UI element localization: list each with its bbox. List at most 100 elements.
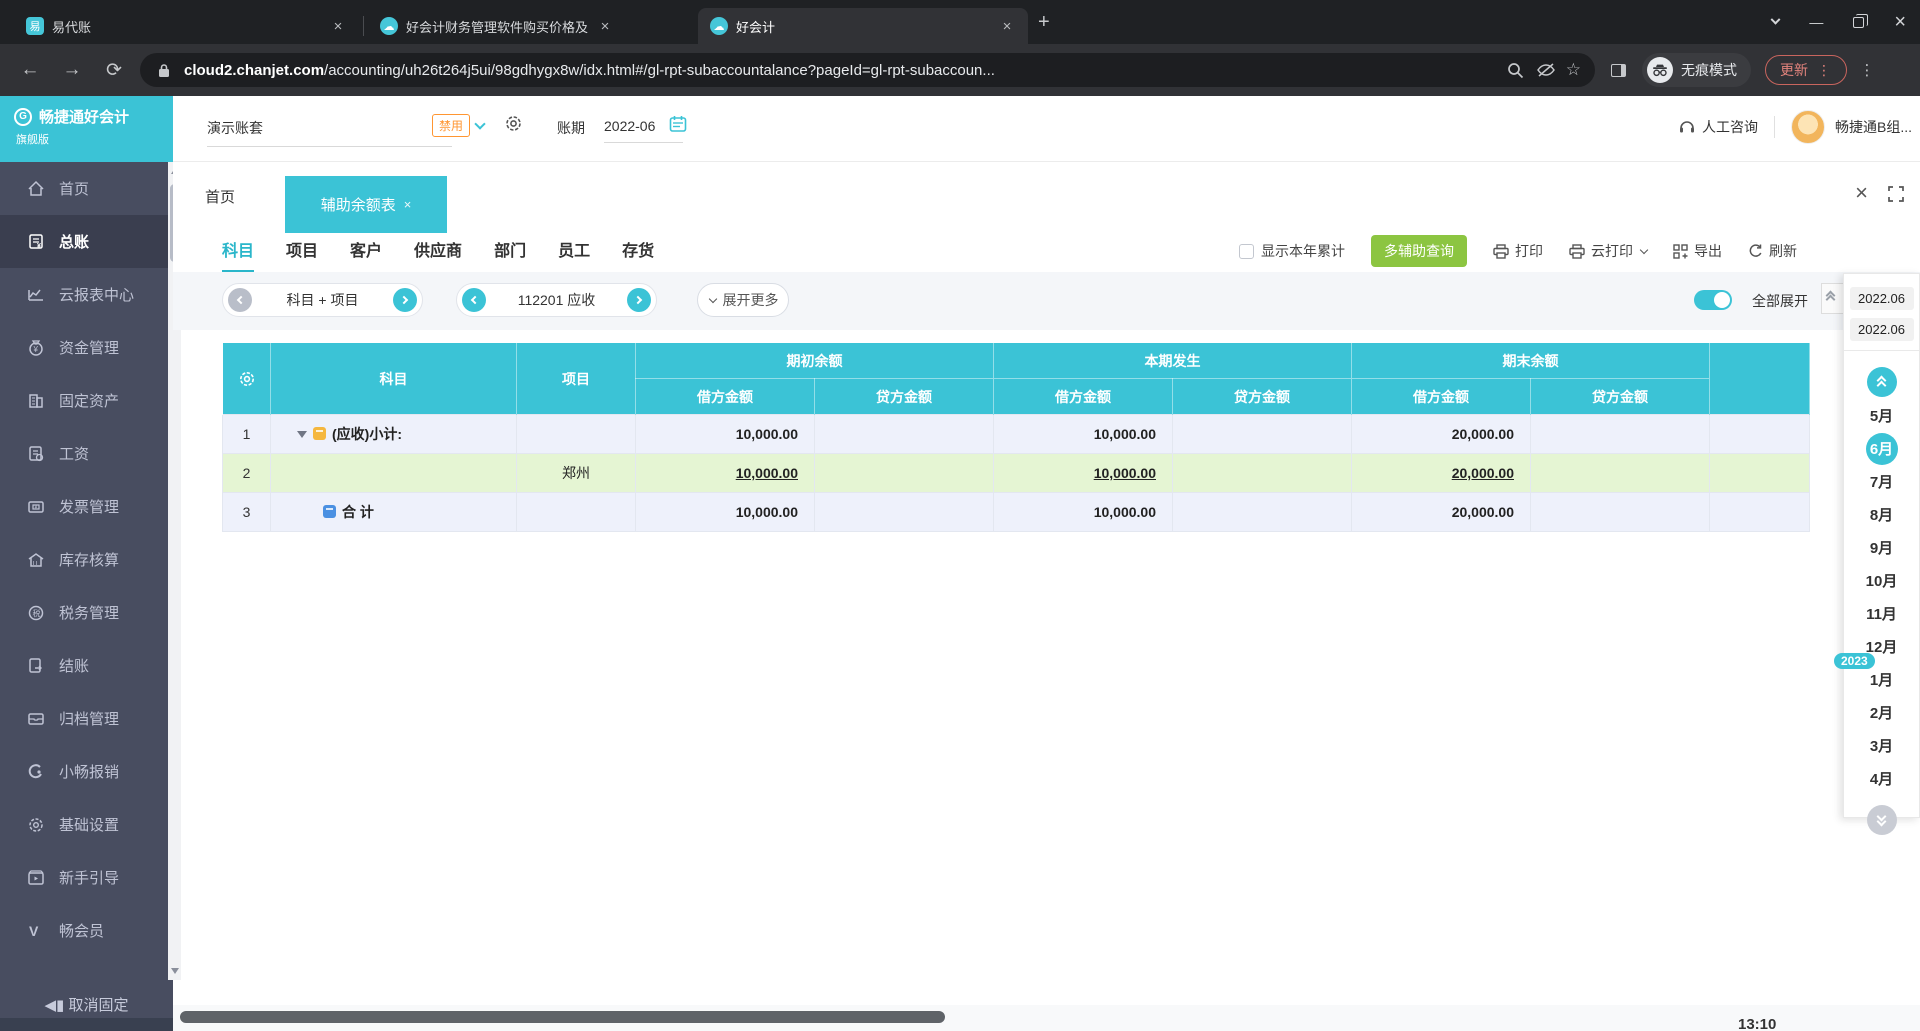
user-name[interactable]: 畅捷通B组...: [1834, 119, 1912, 135]
calendar-icon[interactable]: [669, 115, 687, 133]
view-tab-5[interactable]: 部门: [494, 243, 527, 260]
tab-close-icon[interactable]: ×: [1002, 17, 1012, 35]
month-item[interactable]: 6月: [1844, 432, 1919, 465]
export-button[interactable]: 导出: [1673, 241, 1722, 261]
avatar[interactable]: [1790, 110, 1825, 144]
amount-link[interactable]: 20,000.00: [1451, 465, 1514, 481]
tab-search-chevron-icon[interactable]: [1770, 14, 1781, 25]
browser-tab-2[interactable]: ☁ 好会计财务管理软件购买价格及 ×: [368, 8, 698, 44]
sidebar-item-general-ledger[interactable]: ¥ 总账: [0, 215, 173, 268]
account-dropdown-chevron-icon[interactable]: [474, 118, 486, 130]
zoom-search-icon[interactable]: [1506, 60, 1526, 80]
amount-cell[interactable]: 10,000.00: [993, 453, 1173, 493]
cloud-print-button[interactable]: 云打印: [1569, 241, 1649, 261]
chevron-right-icon[interactable]: [393, 288, 417, 312]
sidebar-item-member[interactable]: V 畅会员: [0, 904, 173, 957]
table-row[interactable]: 2 郑州 10,000.00 10,000.00 20,000.00: [222, 453, 1810, 493]
tab-report-active[interactable]: 辅助余额表 ×: [285, 176, 447, 233]
amount-link[interactable]: 10,000.00: [1093, 465, 1156, 481]
unpin-button[interactable]: ◀▮ 取消固定: [44, 997, 129, 1014]
sidebar-item-home[interactable]: 首页: [0, 162, 173, 215]
support-link[interactable]: 人工咨询: [1678, 117, 1758, 137]
horizontal-scroll-thumb[interactable]: [180, 1011, 945, 1023]
month-item[interactable]: 12月: [1844, 630, 1919, 663]
forward-button[interactable]: →: [62, 59, 82, 80]
view-tab-4[interactable]: 供应商: [414, 243, 463, 260]
view-tab-2[interactable]: 项目: [286, 243, 319, 260]
header-gear-icon[interactable]: [504, 114, 523, 133]
month-item[interactable]: 4月: [1844, 762, 1919, 795]
horizontal-scrollbar[interactable]: [173, 1005, 1920, 1031]
minimize-button[interactable]: —: [1809, 14, 1824, 30]
expand-more-button[interactable]: 展开更多: [697, 283, 789, 317]
tab-home[interactable]: 首页: [205, 189, 236, 206]
view-tab-7[interactable]: 存货: [622, 243, 655, 260]
sidebar-item-settings[interactable]: 基础设置: [0, 798, 173, 851]
browser-tab-3-active[interactable]: ☁ 好会计 ×: [698, 8, 1028, 44]
account-set-selector[interactable]: 演示账套: [207, 118, 452, 147]
workspace-close-icon[interactable]: ×: [1855, 180, 1868, 205]
panel-collapse-button[interactable]: [1821, 283, 1844, 314]
table-gear-icon[interactable]: [222, 342, 271, 415]
scroll-months-up-button[interactable]: [1866, 367, 1897, 397]
restore-button[interactable]: [1853, 13, 1869, 28]
month-item[interactable]: 2023 1月: [1834, 653, 1919, 696]
sidebar-item-guide[interactable]: 新手引导: [0, 851, 173, 904]
month-item[interactable]: 8月: [1844, 498, 1919, 531]
view-tab-3[interactable]: 客户: [350, 243, 383, 260]
view-tab-6[interactable]: 员工: [558, 243, 591, 260]
close-window-button[interactable]: ×: [1894, 10, 1906, 33]
scroll-months-down-button[interactable]: [1866, 805, 1897, 835]
back-button[interactable]: ←: [20, 59, 40, 80]
scroll-down-arrow-icon[interactable]: [170, 968, 179, 974]
sidebar-item-invoice[interactable]: ¥ 发票管理: [0, 480, 173, 533]
chevron-left-icon[interactable]: [462, 288, 486, 312]
checkbox-icon[interactable]: [1239, 244, 1254, 259]
tab-close-icon[interactable]: ×: [333, 17, 343, 35]
month-item[interactable]: 5月: [1844, 399, 1919, 432]
period-end-box[interactable]: 2022.06: [1849, 318, 1914, 341]
reload-button[interactable]: ⟳: [106, 59, 122, 81]
view-tab-1[interactable]: 科目: [222, 237, 255, 273]
month-item[interactable]: 3月: [1844, 729, 1919, 762]
tab-close-icon[interactable]: ×: [600, 17, 610, 35]
chevron-left-icon[interactable]: [228, 288, 252, 312]
sidebar-item-funds[interactable]: ¥ 资金管理: [0, 321, 173, 374]
table-row[interactable]: 3 合 计 10,000.00 10,000.00 20,000.00: [222, 492, 1810, 532]
month-item[interactable]: 10月: [1844, 564, 1919, 597]
sidebar-item-tax[interactable]: 税 税务管理: [0, 586, 173, 639]
month-item[interactable]: 2月: [1844, 696, 1919, 729]
sidebar-item-fixed-assets[interactable]: 固定资产: [0, 374, 173, 427]
refresh-button[interactable]: 刷新: [1748, 241, 1797, 261]
tab-close-icon[interactable]: ×: [403, 197, 412, 212]
new-tab-button[interactable]: +: [1038, 11, 1050, 33]
filter-account-pill[interactable]: 112201 应收: [456, 283, 657, 317]
update-button[interactable]: 更新 ⋮: [1765, 55, 1847, 85]
sidebar-item-salary[interactable]: 工资: [0, 427, 173, 480]
month-item[interactable]: 9月: [1844, 531, 1919, 564]
table-row[interactable]: 1 (应收)小计: 10,000.00 10,000.00 20,000.00: [222, 414, 1810, 454]
expand-all-toggle[interactable]: [1694, 290, 1732, 310]
eye-off-icon[interactable]: [1536, 60, 1556, 80]
month-item[interactable]: 11月: [1844, 597, 1919, 630]
browser-tab-1[interactable]: 易 易代账 ×: [14, 8, 359, 44]
browser-menu-icon[interactable]: ⋮: [1859, 62, 1875, 79]
amount-cell[interactable]: 10,000.00: [635, 453, 815, 493]
multi-aux-query-button[interactable]: 多辅助查询: [1371, 235, 1467, 267]
sidebar-item-closing[interactable]: 结账: [0, 639, 173, 692]
amount-cell[interactable]: 20,000.00: [1351, 453, 1531, 493]
sidebar-item-archive[interactable]: 归档管理: [0, 692, 173, 745]
filter-subject-project-pill[interactable]: 科目 + 项目: [222, 283, 423, 317]
sidebar-item-inventory[interactable]: 库存核算: [0, 533, 173, 586]
side-panel-icon[interactable]: [1611, 63, 1626, 77]
period-value[interactable]: 2022-06: [604, 118, 684, 143]
period-start-box[interactable]: 2022.06: [1849, 287, 1914, 310]
address-bar[interactable]: cloud2.chanjet.com/accounting/uh26t264j5…: [140, 53, 1595, 87]
fullscreen-icon[interactable]: [1888, 186, 1904, 202]
bookmark-star-icon[interactable]: ☆: [1565, 60, 1581, 79]
month-item[interactable]: 7月: [1844, 465, 1919, 498]
sidebar-item-reimburse[interactable]: 小畅报销: [0, 745, 173, 798]
sidebar-item-cloud-report[interactable]: 云报表中心: [0, 268, 173, 321]
collapse-triangle-icon[interactable]: [297, 431, 307, 438]
chevron-right-icon[interactable]: [626, 288, 651, 312]
